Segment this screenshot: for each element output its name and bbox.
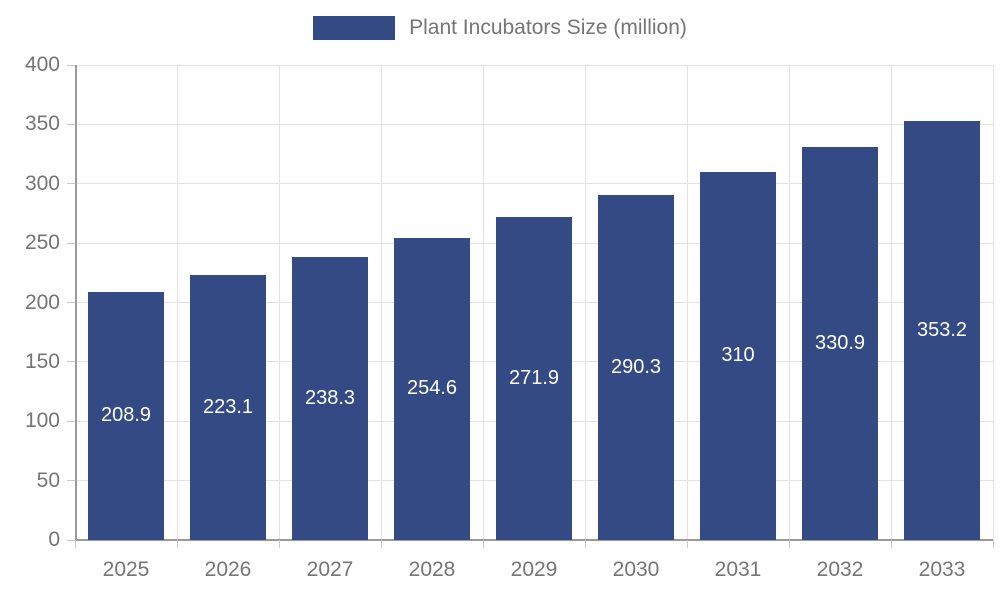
v-gridline [992,65,994,540]
y-tick-label: 100 [24,409,60,433]
x-tick-label: 2028 [408,558,456,581]
y-tick-label: 250 [24,231,60,255]
bar-value-label: 330.9 [814,332,866,355]
legend-swatch [313,16,396,40]
y-tick-label: 50 [36,468,60,492]
x-tick-label: 2025 [102,558,150,581]
v-gridline [686,65,688,540]
bar-value-label: 208.9 [100,404,152,427]
x-tick-mark [788,540,790,548]
bar-value-label: 310 [721,344,755,367]
y-tick-mark [67,64,75,66]
bar-value-label: 271.9 [508,367,560,390]
x-tick-label: 2026 [204,558,252,581]
legend: Plant Incubators Size (million) [0,16,1000,40]
v-gridline [890,65,892,540]
x-axis-line [75,539,993,541]
v-gridline [278,65,280,540]
h-gridline [75,64,993,66]
y-tick-label: 200 [24,290,60,314]
y-tick-mark [67,242,75,244]
bar-value-label: 353.2 [916,318,968,341]
y-tick-mark [67,480,75,482]
plot-area: 208.9 223.1 238.3 254.6 271.9 290.3 310 330.9 35… [75,64,994,541]
bar: 290.3 [597,195,675,540]
bar-value-label: 254.6 [406,377,458,400]
bar: 208.9 [87,291,165,540]
x-tick-mark [380,540,382,548]
bar: 254.6 [393,237,471,540]
v-gridline [584,65,586,540]
bar: 310 [699,171,777,540]
y-tick-label: 400 [24,53,60,76]
y-tick-mark [67,183,75,185]
x-tick-mark [890,540,892,548]
x-tick-mark [278,540,280,548]
bar-value-label: 223.1 [202,396,254,419]
y-tick-mark [67,302,75,303]
y-tick-mark [67,361,75,363]
bar: 330.9 [801,147,879,540]
x-tick-label: 2033 [918,558,966,581]
y-tick-mark [67,123,75,125]
bar-value-label: 238.3 [304,387,356,410]
x-tick-mark [482,540,484,548]
y-tick-label: 300 [24,171,60,195]
legend-label: Plant Incubators Size (million) [409,16,687,39]
y-tick-label: 0 [48,528,60,551]
x-tick-label: 2027 [306,558,354,581]
x-tick-label: 2031 [714,558,762,581]
y-axis-line [75,65,77,540]
v-gridline [788,65,790,540]
x-tick-mark [74,540,76,548]
bar: 238.3 [291,257,369,540]
x-tick-label: 2029 [510,558,558,581]
y-tick-mark [67,539,75,541]
v-gridline [380,65,382,540]
x-tick-mark [686,540,688,548]
x-tick-mark [176,540,178,548]
y-tick-label: 350 [24,112,60,136]
bar: 271.9 [495,217,573,540]
bar-value-label: 290.3 [610,356,662,379]
v-gridline [482,65,484,540]
y-tick-label: 150 [24,349,60,373]
x-tick-label: 2032 [816,558,864,581]
y-tick-mark [67,420,75,422]
h-gridline [75,123,993,125]
x-tick-label: 2030 [612,558,660,581]
bar: 353.2 [903,120,981,540]
h-gridline [75,183,993,185]
v-gridline [176,65,178,540]
bar: 223.1 [189,275,267,540]
x-tick-mark [992,540,994,548]
x-tick-mark [584,540,586,548]
